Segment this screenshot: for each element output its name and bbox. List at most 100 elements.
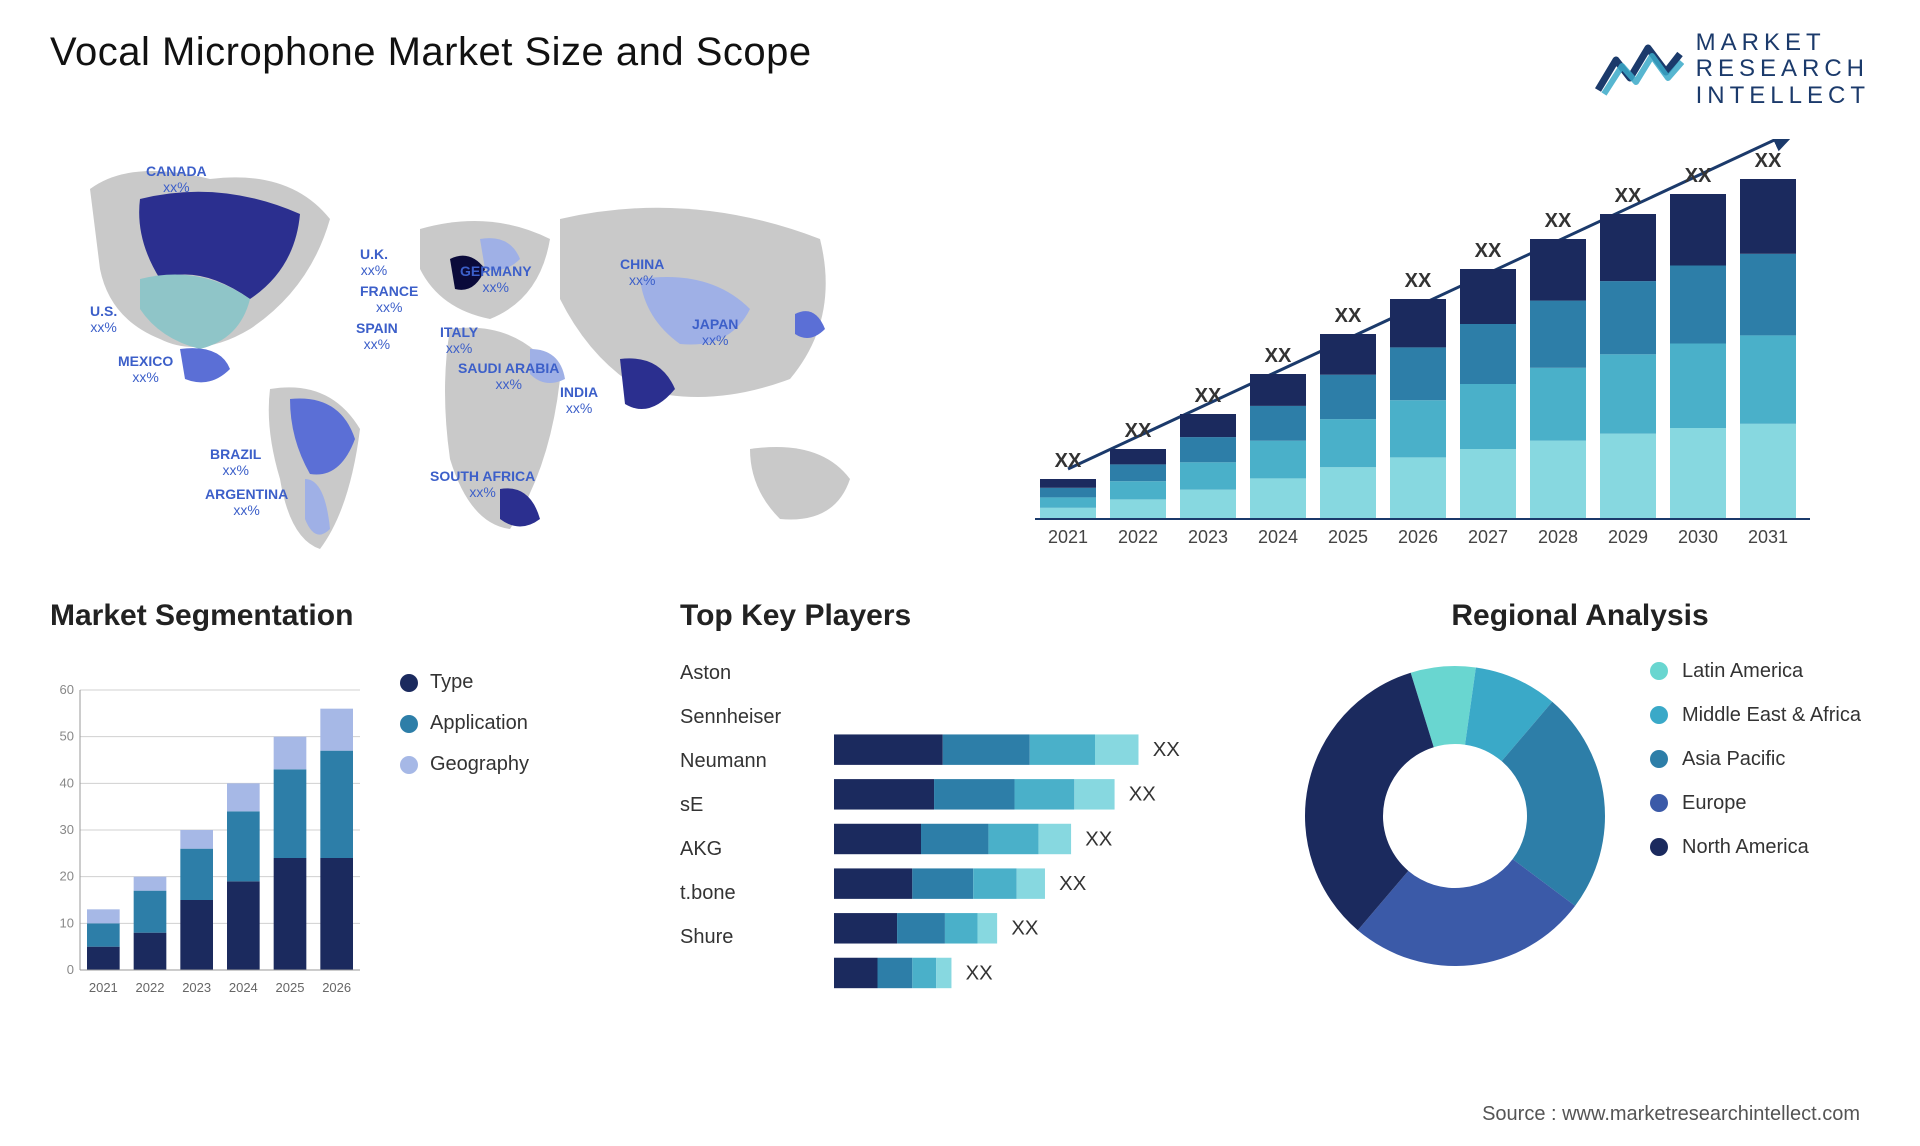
svg-text:2025: 2025 [1328,527,1368,547]
svg-text:XX: XX [1085,829,1113,851]
svg-text:XX: XX [1265,345,1292,367]
legend-label: Application [430,712,528,735]
brand-logo: MARKET RESEARCH INTELLECT [1594,30,1870,109]
svg-text:2029: 2029 [1608,527,1648,547]
svg-text:30: 30 [60,822,74,837]
legend-label: North America [1682,835,1809,859]
map-label-japan: JAPANxx% [692,317,738,348]
map-label-china: CHINAxx% [620,257,664,288]
legend-label: Type [430,671,473,694]
svg-text:2025: 2025 [276,980,305,995]
map-label-spain: SPAINxx% [356,321,398,352]
svg-text:XX: XX [1335,305,1362,327]
player-name: Aston [680,651,820,695]
svg-text:2021: 2021 [1048,527,1088,547]
svg-text:XX: XX [1195,385,1222,407]
legend-label: Asia Pacific [1682,747,1785,771]
svg-text:20: 20 [60,869,74,884]
legend-swatch-icon [1650,706,1668,724]
svg-text:10: 10 [60,916,74,931]
regional-title: Regional Analysis [1290,599,1870,633]
players-name-list: AstonSennheiserNeumannsEAKGt.boneShure [680,651,820,1029]
player-name: Neumann [680,739,820,783]
svg-text:2024: 2024 [1258,527,1298,547]
svg-text:2026: 2026 [1398,527,1438,547]
growth-bar-chart: XX 2021 XX 2022 XX 2023 XX 2024 XX 2025 XX 2026 XX 20… [1010,139,1850,559]
svg-text:2031: 2031 [1748,527,1788,547]
legend-swatch-icon [1650,750,1668,768]
regional-legend-item: Middle East & Africa [1650,703,1870,727]
players-title: Top Key Players [680,599,1240,633]
svg-text:XX: XX [1055,450,1082,472]
segmentation-panel: Market Segmentation 0 10 20 30 40 50 60 2021 202… [50,599,630,1029]
legend-swatch-icon [1650,794,1668,812]
legend-label: Europe [1682,791,1747,815]
map-label-france: FRANCExx% [360,284,418,315]
map-label-india: INDIAxx% [560,385,598,416]
legend-swatch-icon [1650,838,1668,856]
svg-text:XX: XX [1129,784,1157,806]
svg-text:2024: 2024 [229,980,258,995]
svg-text:XX: XX [1545,210,1572,232]
svg-text:XX: XX [1125,420,1152,442]
svg-text:2026: 2026 [322,980,351,995]
svg-text:50: 50 [60,729,74,744]
regional-legend-item: Europe [1650,791,1870,815]
player-name: Sennheiser [680,695,820,739]
regional-legend: Latin America Middle East & Africa Asia Pa… [1650,651,1870,879]
svg-text:XX: XX [1153,739,1181,761]
map-label-brazil: BRAZILxx% [210,447,261,478]
svg-text:2027: 2027 [1468,527,1508,547]
svg-text:40: 40 [60,776,74,791]
logo-text-2: RESEARCH [1696,56,1870,82]
regional-panel: Regional Analysis Latin America Middle Ea… [1290,599,1870,1029]
segmentation-title: Market Segmentation [50,599,630,633]
legend-swatch-icon [400,674,418,692]
map-label-italy: ITALYxx% [440,325,478,356]
svg-text:XX: XX [1405,270,1432,292]
segmentation-legend-item: Type [400,671,630,694]
svg-text:0: 0 [67,962,74,977]
source-attribution: Source : www.marketresearchintellect.com [1482,1103,1860,1126]
regional-legend-item: Latin America [1650,659,1870,683]
segmentation-legend-item: Application [400,712,630,735]
svg-text:XX: XX [1475,240,1502,262]
svg-text:2023: 2023 [1188,527,1228,547]
logo-text-1: MARKET [1696,30,1870,56]
map-label-mexico: MEXICOxx% [118,354,173,385]
map-label-south-africa: SOUTH AFRICAxx% [430,469,535,500]
player-name: sE [680,783,820,827]
svg-text:2028: 2028 [1538,527,1578,547]
svg-text:2021: 2021 [89,980,118,995]
segmentation-legend: Type Application Geography [400,651,630,1029]
svg-text:XX: XX [1685,165,1712,187]
svg-text:2022: 2022 [1118,527,1158,547]
svg-text:XX: XX [1755,150,1782,172]
map-label-argentina: ARGENTINAxx% [205,487,288,518]
legend-label: Geography [430,753,529,776]
legend-swatch-icon [1650,662,1668,680]
svg-text:XX: XX [1059,873,1087,895]
map-label-saudi-arabia: SAUDI ARABIAxx% [458,361,559,392]
map-label-germany: GERMANYxx% [460,264,532,295]
legend-swatch-icon [400,715,418,733]
player-name: Shure [680,915,820,959]
legend-label: Latin America [1682,659,1803,683]
growth-chart-panel: XX 2021 XX 2022 XX 2023 XX 2024 XX 2025 XX 2026 XX 20… [990,129,1870,559]
world-map-panel: CANADAxx% U.S.xx%MEXICOxx% BRAZILxx% ARGENT… [50,129,950,559]
svg-text:XX: XX [1011,918,1039,940]
svg-text:XX: XX [1615,185,1642,207]
legend-label: Middle East & Africa [1682,703,1861,727]
map-label-u-k-: U.K.xx% [360,247,388,278]
svg-text:XX: XX [966,963,994,985]
map-label-canada: CANADAxx% [146,164,207,195]
page-title: Vocal Microphone Market Size and Scope [50,30,812,75]
player-name: t.bone [680,871,820,915]
segmentation-bar-chart: 0102030405060202120222023202420252026 [50,651,370,1029]
logo-mark-icon [1594,40,1684,100]
svg-text:2022: 2022 [136,980,165,995]
player-name: AKG [680,827,820,871]
players-panel: Top Key Players AstonSennheiserNeumannsE… [680,599,1240,1029]
svg-text:60: 60 [60,682,74,697]
map-label-u-s-: U.S.xx% [90,304,117,335]
